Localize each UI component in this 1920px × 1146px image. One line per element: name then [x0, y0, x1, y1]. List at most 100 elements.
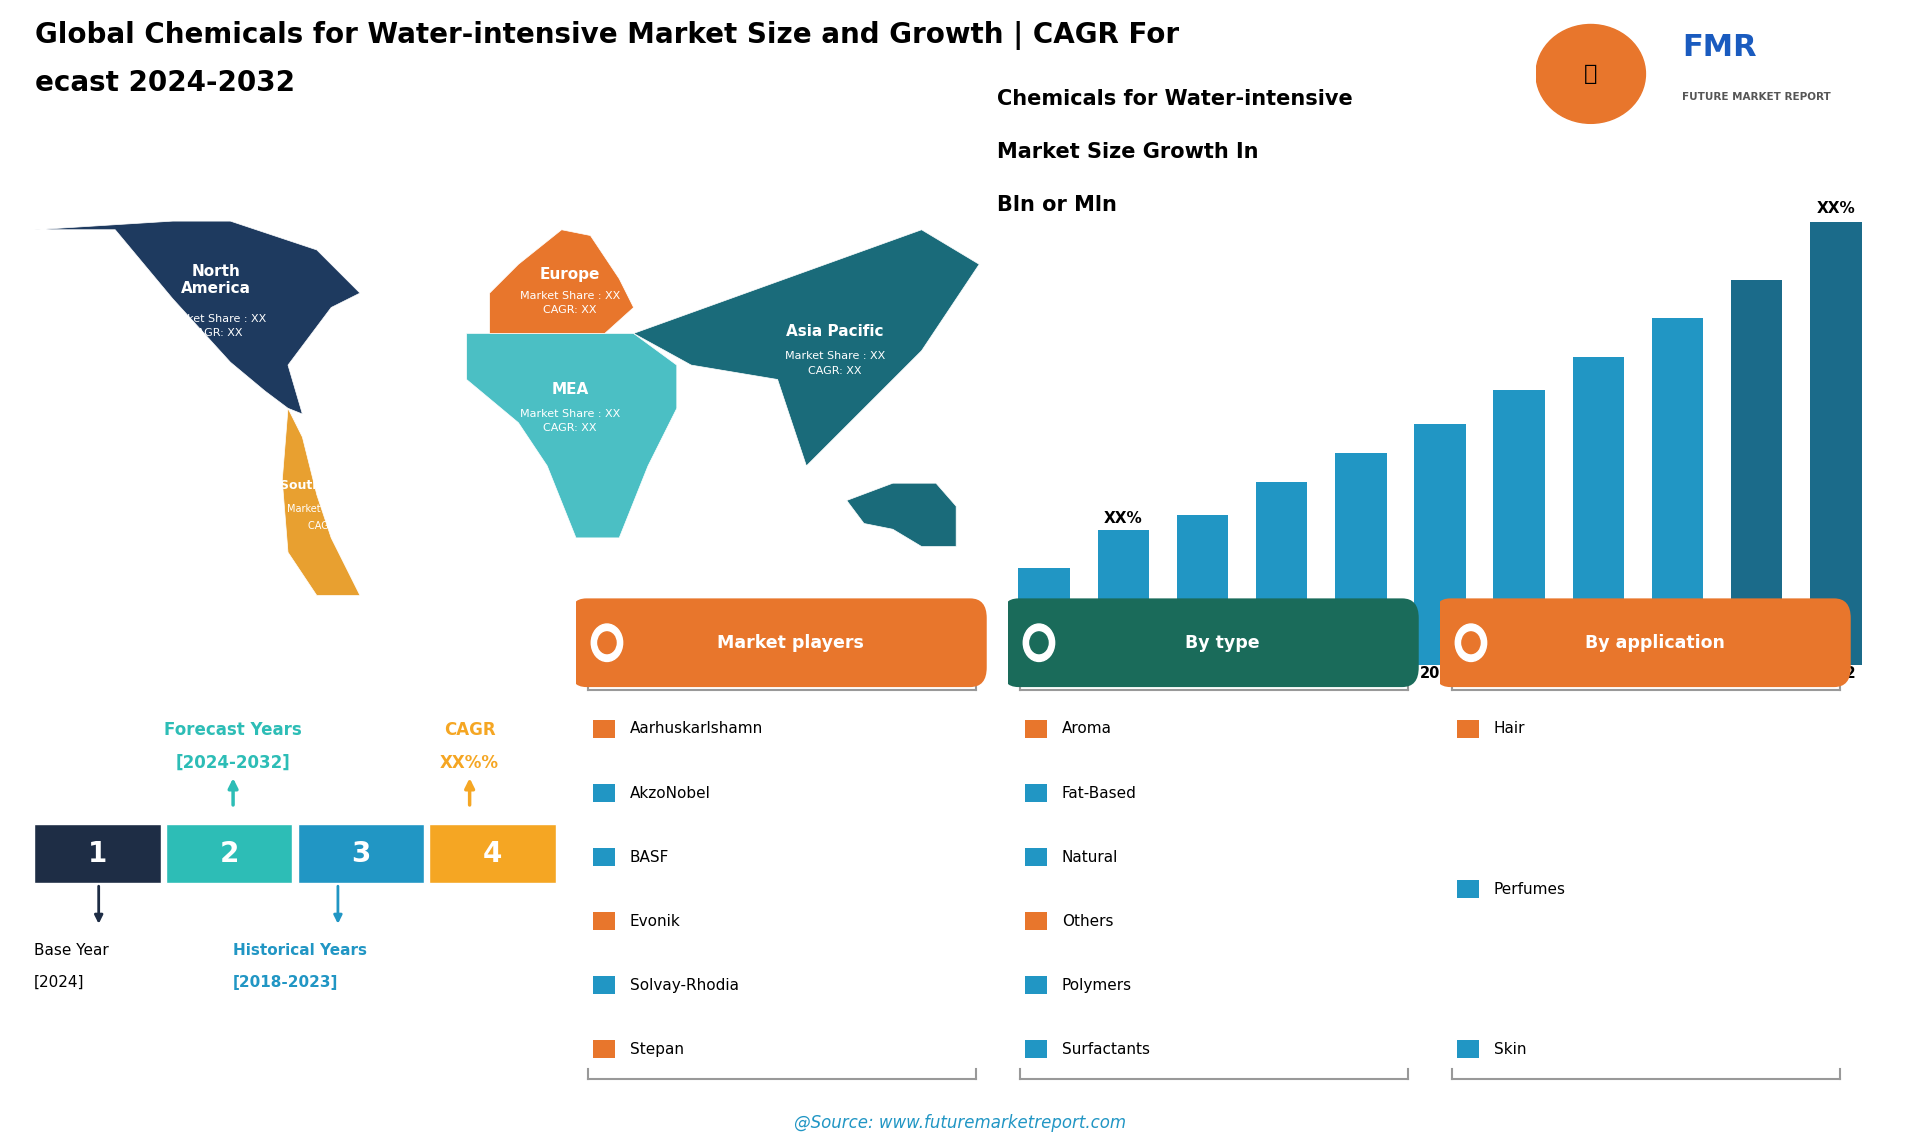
FancyBboxPatch shape	[1457, 720, 1478, 738]
Text: Aroma: Aroma	[1062, 722, 1112, 737]
Text: 🔭: 🔭	[1584, 64, 1597, 84]
Text: FMR: FMR	[1682, 33, 1757, 62]
Polygon shape	[282, 408, 361, 596]
Bar	[1651, 319, 1703, 665]
FancyBboxPatch shape	[1025, 1041, 1046, 1058]
Text: CAGR: XX: CAGR: XX	[808, 366, 862, 376]
Circle shape	[591, 625, 622, 661]
Text: [2018-2023]: [2018-2023]	[232, 975, 338, 990]
Text: 3: 3	[351, 840, 371, 868]
Text: Surfactants: Surfactants	[1062, 1042, 1150, 1057]
Text: Natural: Natural	[1062, 849, 1117, 864]
Text: Market Share : XX: Market Share : XX	[165, 314, 267, 324]
Circle shape	[1029, 631, 1048, 653]
Text: 2030: 2030	[1657, 666, 1697, 681]
FancyBboxPatch shape	[298, 824, 424, 884]
Text: 2031: 2031	[1736, 666, 1778, 681]
FancyBboxPatch shape	[1025, 848, 1046, 866]
Text: 4: 4	[482, 840, 503, 868]
Text: Solvay-Rhodia: Solvay-Rhodia	[630, 978, 739, 992]
Text: Hair: Hair	[1494, 722, 1524, 737]
Text: Bln or Mln: Bln or Mln	[996, 195, 1117, 215]
Text: Stepan: Stepan	[630, 1042, 684, 1057]
Bar	[1334, 453, 1386, 665]
Text: Others: Others	[1062, 913, 1114, 928]
FancyBboxPatch shape	[1457, 1041, 1478, 1058]
Text: Perfumes: Perfumes	[1494, 881, 1565, 896]
Text: Global Chemicals for Water-intensive Market Size and Growth | CAGR For: Global Chemicals for Water-intensive Mar…	[35, 21, 1179, 49]
FancyBboxPatch shape	[1025, 784, 1046, 802]
Bar	[1732, 280, 1782, 665]
Circle shape	[1455, 625, 1486, 661]
Text: Chemicals for Water-intensive: Chemicals for Water-intensive	[996, 89, 1352, 109]
FancyBboxPatch shape	[165, 824, 292, 884]
Text: Market Share : XX: Market Share : XX	[520, 291, 620, 301]
Text: XX%%: XX%%	[440, 754, 499, 771]
Polygon shape	[490, 229, 634, 333]
FancyBboxPatch shape	[1025, 720, 1046, 738]
Text: Skin: Skin	[1494, 1042, 1526, 1057]
Text: Historical Years: Historical Years	[232, 943, 367, 958]
FancyBboxPatch shape	[1002, 598, 1419, 688]
Circle shape	[1536, 24, 1645, 124]
Text: 1: 1	[88, 840, 108, 868]
Text: Aarhuskarlshamn: Aarhuskarlshamn	[630, 722, 762, 737]
Text: Europe: Europe	[540, 267, 601, 282]
Text: Asia Pacific: Asia Pacific	[787, 324, 883, 339]
Polygon shape	[467, 333, 678, 537]
FancyBboxPatch shape	[430, 824, 555, 884]
Text: AkzoNobel: AkzoNobel	[630, 785, 710, 801]
Text: Market Share : XX: Market Share : XX	[520, 409, 620, 419]
Text: [2024]: [2024]	[35, 975, 84, 990]
Bar	[1494, 391, 1546, 665]
Circle shape	[1461, 631, 1480, 653]
Circle shape	[1023, 625, 1054, 661]
FancyBboxPatch shape	[593, 976, 614, 994]
Text: FUTURE MARKET REPORT: FUTURE MARKET REPORT	[1682, 92, 1830, 102]
Text: Market Share : XX: Market Share : XX	[785, 352, 885, 361]
Bar	[1415, 424, 1465, 665]
Text: 2025: 2025	[1261, 666, 1302, 681]
Polygon shape	[634, 229, 979, 466]
Text: Market Share : XX: Market Share : XX	[288, 504, 374, 513]
Text: CAGR: XX: CAGR: XX	[543, 423, 597, 433]
Text: 2024: 2024	[1183, 666, 1223, 681]
FancyBboxPatch shape	[570, 598, 987, 688]
Text: Forecast Years: Forecast Years	[165, 721, 301, 739]
Bar	[1098, 529, 1148, 665]
FancyBboxPatch shape	[1434, 598, 1851, 688]
Circle shape	[597, 631, 616, 653]
Text: South America: South America	[280, 479, 382, 492]
FancyBboxPatch shape	[593, 1041, 614, 1058]
FancyBboxPatch shape	[35, 824, 161, 884]
Text: Base Year: Base Year	[35, 943, 109, 958]
Text: @Source: www.futuremarketreport.com: @Source: www.futuremarketreport.com	[795, 1114, 1125, 1132]
Text: Market Size Growth In: Market Size Growth In	[996, 142, 1258, 163]
FancyBboxPatch shape	[1025, 912, 1046, 931]
Bar	[1811, 222, 1862, 665]
Text: 2026: 2026	[1340, 666, 1380, 681]
Text: [2024-2032]: [2024-2032]	[177, 754, 290, 771]
Text: 2: 2	[219, 840, 238, 868]
FancyBboxPatch shape	[593, 848, 614, 866]
Bar	[1177, 516, 1229, 665]
Text: ecast 2024-2032: ecast 2024-2032	[35, 69, 294, 96]
Text: Polymers: Polymers	[1062, 978, 1131, 992]
Text: 2027: 2027	[1419, 666, 1461, 681]
Text: 2032: 2032	[1816, 666, 1857, 681]
Text: Fat-Based: Fat-Based	[1062, 785, 1137, 801]
FancyBboxPatch shape	[1025, 976, 1046, 994]
Text: CAGR: CAGR	[444, 721, 495, 739]
FancyBboxPatch shape	[593, 720, 614, 738]
Text: XX%: XX%	[1104, 511, 1142, 526]
FancyBboxPatch shape	[593, 784, 614, 802]
Text: 2029: 2029	[1578, 666, 1619, 681]
Bar	[1256, 481, 1308, 665]
Text: 2028: 2028	[1500, 666, 1540, 681]
Text: CAGR: XX: CAGR: XX	[543, 305, 597, 315]
Polygon shape	[35, 221, 361, 414]
Text: 2022: 2022	[1023, 666, 1064, 681]
FancyBboxPatch shape	[593, 912, 614, 931]
Bar	[1572, 356, 1624, 665]
Text: By application: By application	[1584, 634, 1724, 652]
